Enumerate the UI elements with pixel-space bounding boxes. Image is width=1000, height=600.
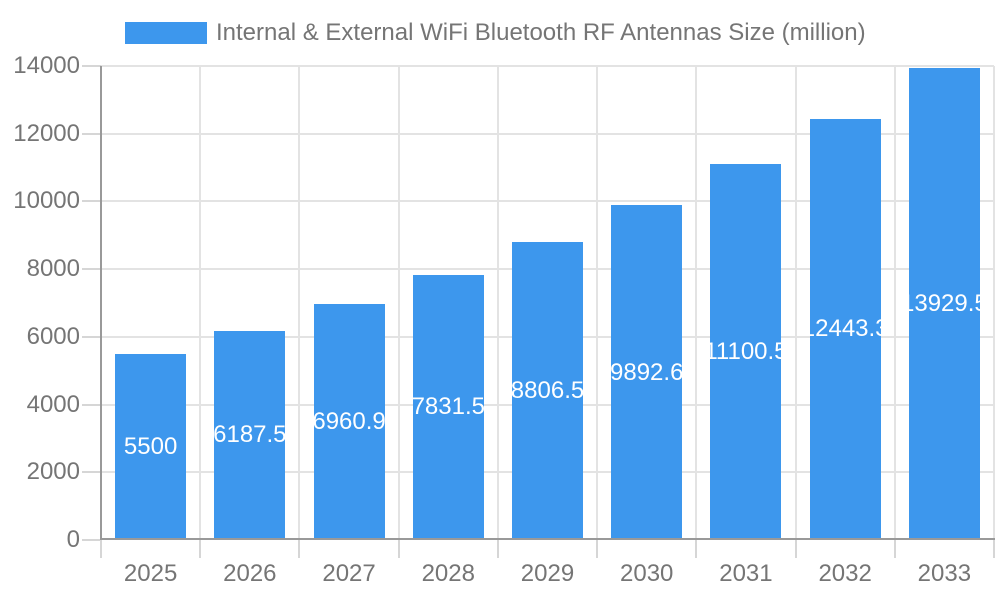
bar-value-label: 6187.5 <box>214 421 286 449</box>
gridline <box>298 66 301 540</box>
x-axis-tick-mark <box>695 540 698 558</box>
x-axis-tick-mark <box>397 540 400 558</box>
x-axis-tick-mark <box>596 540 599 558</box>
y-axis-tick-mark <box>82 403 101 406</box>
bar-2031[interactable]: 11100.5 <box>710 164 782 540</box>
bar-value-label: 5500 <box>123 432 178 460</box>
y-axis-tick-mark <box>82 132 101 135</box>
y-axis-tick-label: 8000 <box>26 255 80 283</box>
x-axis-tick-mark <box>199 540 202 558</box>
legend-swatch <box>125 22 207 44</box>
x-axis-tick-mark <box>993 540 995 558</box>
gridline <box>496 66 499 540</box>
gridline <box>397 66 400 540</box>
x-axis-tick-label: 2026 <box>223 560 277 587</box>
x-axis-tick-label: 2030 <box>620 560 674 587</box>
x-axis-tick-label: 2025 <box>123 560 178 587</box>
y-axis-line <box>100 66 102 540</box>
gridline <box>101 65 994 67</box>
gridline <box>596 66 599 540</box>
bar-value-label: 11100.5 <box>710 338 782 366</box>
y-axis-tick-label: 12000 <box>13 119 80 147</box>
gridline <box>101 200 994 203</box>
bar-value-label: 13929.5 <box>909 290 980 318</box>
gridline <box>101 132 994 135</box>
y-axis-tick-mark <box>82 65 101 67</box>
x-axis-tick-label: 2033 <box>917 560 972 587</box>
y-axis-tick-label: 10000 <box>13 187 80 215</box>
y-axis-tick-label: 4000 <box>26 390 80 418</box>
gridline <box>199 66 202 540</box>
bar-2028[interactable]: 7831.5 <box>412 274 484 540</box>
x-axis-line <box>100 538 995 540</box>
bar-2032[interactable]: 12443.3 <box>809 118 881 540</box>
y-axis-tick-mark <box>82 335 101 338</box>
x-axis-tick-label: 2029 <box>520 560 575 587</box>
bar-value-label: 8806.5 <box>512 376 583 404</box>
x-axis-tick-label: 2032 <box>818 560 872 587</box>
bar-2026[interactable]: 6187.5 <box>214 330 286 540</box>
y-axis-tick-label: 14000 <box>13 52 80 79</box>
x-axis-tick-mark <box>893 540 896 558</box>
bar-2029[interactable]: 8806.5 <box>512 241 583 540</box>
gridline <box>993 66 995 540</box>
bar-2030[interactable]: 9892.6 <box>611 205 683 540</box>
x-axis-tick-label: 2028 <box>421 560 475 587</box>
x-axis-tick-label: 2027 <box>322 560 376 587</box>
x-axis-tick-label: 2031 <box>719 560 773 587</box>
bar-value-label: 9892.6 <box>611 358 683 386</box>
bar-value-label: 6960.9 <box>313 408 385 436</box>
y-axis-tick-label: 6000 <box>26 322 80 350</box>
legend: Internal & External WiFi Bluetooth RF An… <box>125 18 866 48</box>
bar-value-label: 12443.3 <box>810 315 881 343</box>
x-axis-tick-mark <box>794 540 797 558</box>
gridline <box>695 66 698 540</box>
y-axis-tick-mark <box>82 200 101 203</box>
bar-2027[interactable]: 6960.9 <box>313 304 385 540</box>
x-axis-tick-mark <box>496 540 499 558</box>
y-axis-tick-mark <box>82 471 101 474</box>
y-axis-tick-label: 0 <box>66 526 80 553</box>
x-axis-tick-mark <box>100 540 102 558</box>
bar-2025[interactable]: 5500 <box>115 353 187 540</box>
bar-2033[interactable]: 13929.5 <box>908 68 980 540</box>
legend-label: Internal & External WiFi Bluetooth RF An… <box>216 19 866 46</box>
y-axis-tick-mark <box>82 268 101 271</box>
gridline <box>794 66 797 540</box>
x-axis-tick-mark <box>298 540 301 558</box>
y-axis-tick-label: 2000 <box>26 458 80 486</box>
gridline <box>893 66 896 540</box>
bar-value-label: 7831.5 <box>412 393 484 421</box>
y-axis-tick-mark <box>82 539 101 541</box>
